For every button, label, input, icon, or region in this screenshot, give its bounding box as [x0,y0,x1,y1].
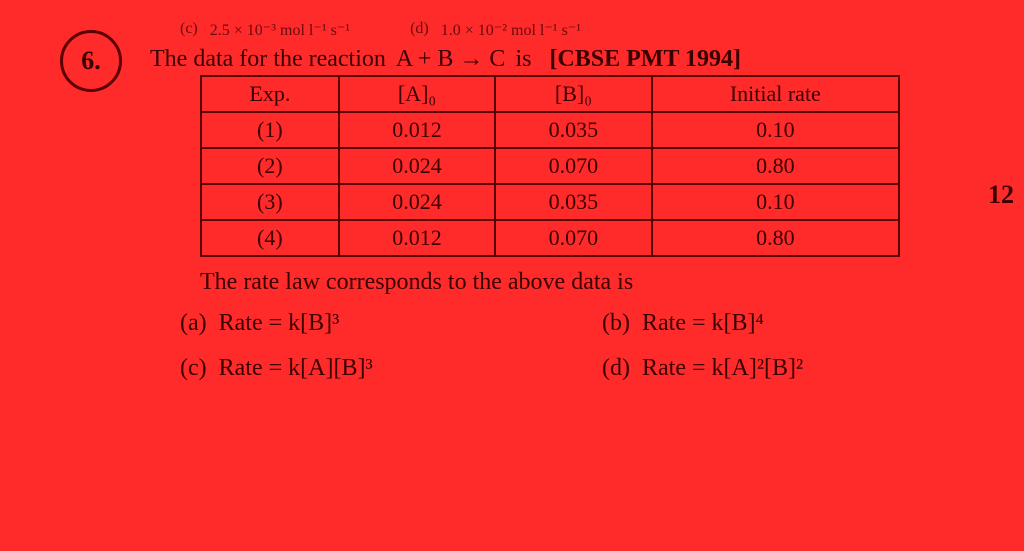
previous-question-options: (c) 2.5 × 10⁻³ mol l⁻¹ s⁻¹ (d) 1.0 × 10⁻… [180,20,984,40]
col-header: [B]₀ [495,76,651,112]
cell: 0.035 [495,184,651,220]
cell: 0.80 [652,220,899,256]
question-stem: The data for the reaction A + B → C is [… [150,46,984,73]
cell: (4) [201,220,339,256]
table-row: (3) 0.024 0.035 0.10 [201,184,899,220]
cell: 0.80 [652,148,899,184]
col-header: Exp. [201,76,339,112]
choice-label: (d) [602,355,630,382]
cell: (3) [201,184,339,220]
cell: (2) [201,148,339,184]
source-tag: [CBSE PMT 1994] [549,46,741,73]
choice-label: (b) [602,310,630,337]
stem-suffix: is [515,46,531,73]
choice-text: Rate = k[A][B]³ [219,355,373,382]
choice-c: (c) Rate = k[A][B]³ [180,355,562,382]
col-header: [A]₀ [339,76,495,112]
question-number-circle: 6. [60,30,122,92]
prev-option-d: (d) 1.0 × 10⁻² mol l⁻¹ s⁻¹ [410,20,581,40]
col-header: Initial rate [652,76,899,112]
table-row: (2) 0.024 0.070 0.80 [201,148,899,184]
page: (c) 2.5 × 10⁻³ mol l⁻¹ s⁻¹ (d) 1.0 × 10⁻… [0,0,1024,551]
table-header-row: Exp. [A]₀ [B]₀ Initial rate [201,76,899,112]
stem-reaction: A + B → C [396,46,506,73]
cell: 0.035 [495,112,651,148]
option-label: (c) [180,20,198,40]
cell: 0.024 [339,184,495,220]
choice-text: Rate = k[B]⁴ [642,310,764,337]
question-number: 6. [81,46,101,76]
cell: (1) [201,112,339,148]
cell: 0.012 [339,112,495,148]
option-label: (d) [410,20,429,40]
option-text: 1.0 × 10⁻² mol l⁻¹ s⁻¹ [441,20,581,40]
followup-text: The rate law corresponds to the above da… [200,269,984,296]
choice-label: (a) [180,310,207,337]
table-row: (4) 0.012 0.070 0.80 [201,220,899,256]
option-text: 2.5 × 10⁻³ mol l⁻¹ s⁻¹ [210,20,350,40]
choice-a: (a) Rate = k[B]³ [180,310,562,337]
choice-label: (c) [180,355,207,382]
cell: 0.012 [339,220,495,256]
choice-text: Rate = k[B]³ [219,310,340,337]
cell: 0.070 [495,220,651,256]
cell: 0.10 [652,112,899,148]
cell: 0.10 [652,184,899,220]
table-row: (1) 0.012 0.035 0.10 [201,112,899,148]
choice-d: (d) Rate = k[A]²[B]² [602,355,984,382]
stem-prefix: The data for the reaction [150,46,386,73]
cell: 0.024 [339,148,495,184]
answer-choices: (a) Rate = k[B]³ (b) Rate = k[B]⁴ (c) Ra… [180,310,984,382]
prev-option-c: (c) 2.5 × 10⁻³ mol l⁻¹ s⁻¹ [180,20,350,40]
data-table: Exp. [A]₀ [B]₀ Initial rate (1) 0.012 0.… [200,75,900,257]
choice-text: Rate = k[A]²[B]² [642,355,803,382]
margin-number: 12 [988,180,1014,210]
choice-b: (b) Rate = k[B]⁴ [602,310,984,337]
cell: 0.070 [495,148,651,184]
